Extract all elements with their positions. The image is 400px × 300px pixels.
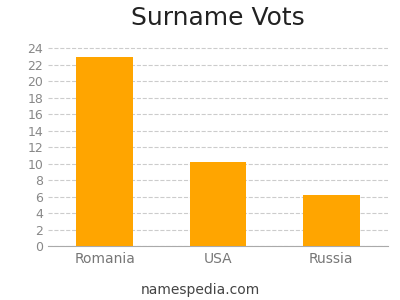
Bar: [190, 162, 246, 246]
Bar: [76, 57, 133, 246]
Text: namespedia.com: namespedia.com: [140, 283, 260, 297]
Bar: [303, 195, 360, 246]
Title: Surname Vots: Surname Vots: [131, 6, 305, 30]
